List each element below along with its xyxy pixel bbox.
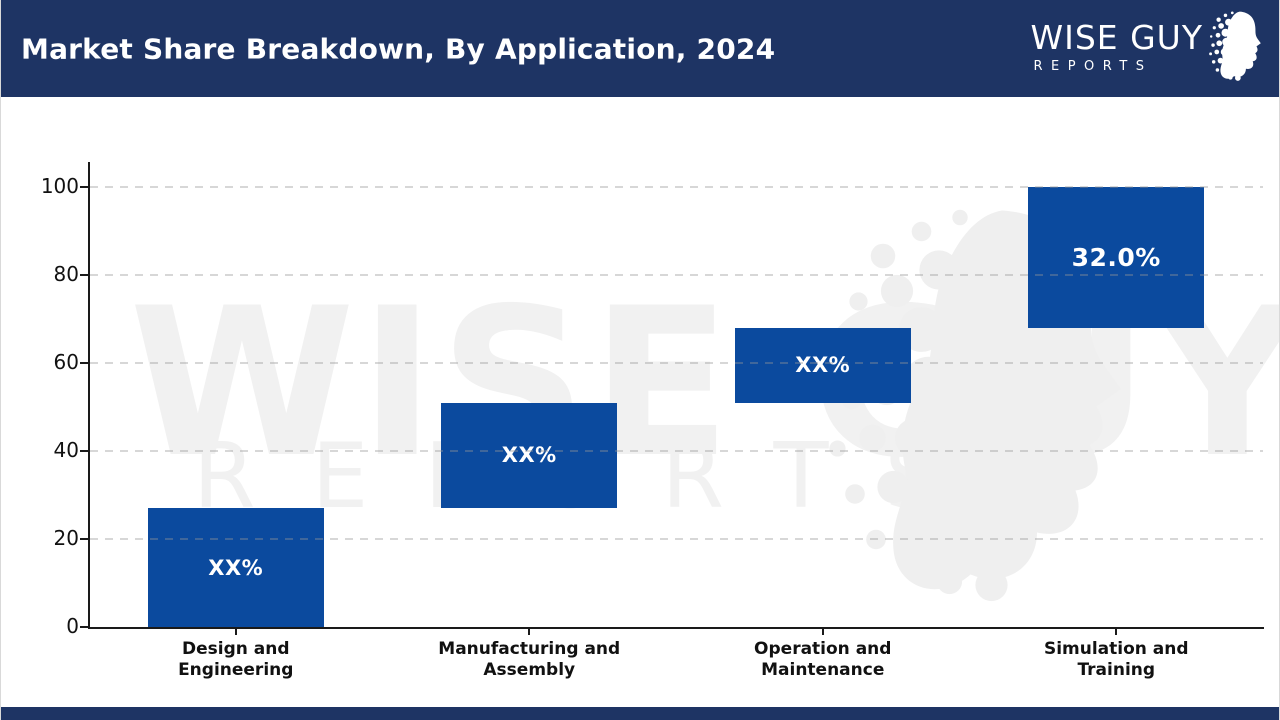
y-tick	[80, 186, 89, 188]
y-tick-label: 60	[53, 350, 79, 374]
y-tick	[80, 538, 89, 540]
category-label: Simulation and Training	[1043, 639, 1189, 681]
y-tick	[80, 362, 89, 364]
logo-text: WISE GUY REPORTS	[1030, 18, 1203, 74]
category-label: Operation and Maintenance	[754, 639, 892, 681]
x-tick	[234, 628, 237, 635]
bar: XX%	[147, 508, 324, 627]
bar-value-label: XX%	[795, 353, 851, 378]
bar-value-label: XX%	[501, 443, 557, 468]
x-axis-line	[88, 627, 1264, 629]
gridline	[90, 538, 1263, 540]
y-tick	[80, 450, 89, 452]
bar: XX%	[441, 402, 618, 509]
y-tick	[80, 626, 89, 628]
y-tick-label: 100	[40, 174, 79, 198]
page-title: Market Share Breakdown, By Application, …	[21, 32, 776, 65]
category-label: Manufacturing and Assembly	[438, 639, 621, 681]
header: Market Share Breakdown, By Application, …	[1, 0, 1279, 97]
logo: WISE GUY REPORTS	[1030, 8, 1267, 86]
logo-wordmark: WISE GUY	[1030, 18, 1203, 58]
y-axis-line	[88, 162, 90, 629]
gridline	[90, 450, 1263, 452]
x-tick	[528, 628, 531, 635]
bar-value-label: 32.0%	[1071, 242, 1161, 272]
category-label: Design and Engineering	[178, 639, 294, 681]
footer-bar	[1, 707, 1279, 720]
gridline	[90, 186, 1263, 188]
logo-face-icon	[1209, 11, 1261, 81]
y-tick-label: 80	[53, 262, 79, 286]
x-tick	[821, 628, 824, 635]
y-tick-label: 0	[66, 614, 79, 638]
bar-value-label: XX%	[208, 555, 264, 580]
y-tick-label: 40	[53, 438, 79, 462]
logo-subtext: REPORTS	[1033, 58, 1153, 74]
gridline	[90, 362, 1263, 364]
y-tick-label: 20	[53, 526, 79, 550]
gridline	[90, 274, 1263, 276]
bar: XX%	[734, 327, 911, 403]
y-tick	[80, 274, 89, 276]
bar: 32.0%	[1028, 187, 1205, 328]
x-tick	[1115, 628, 1118, 635]
